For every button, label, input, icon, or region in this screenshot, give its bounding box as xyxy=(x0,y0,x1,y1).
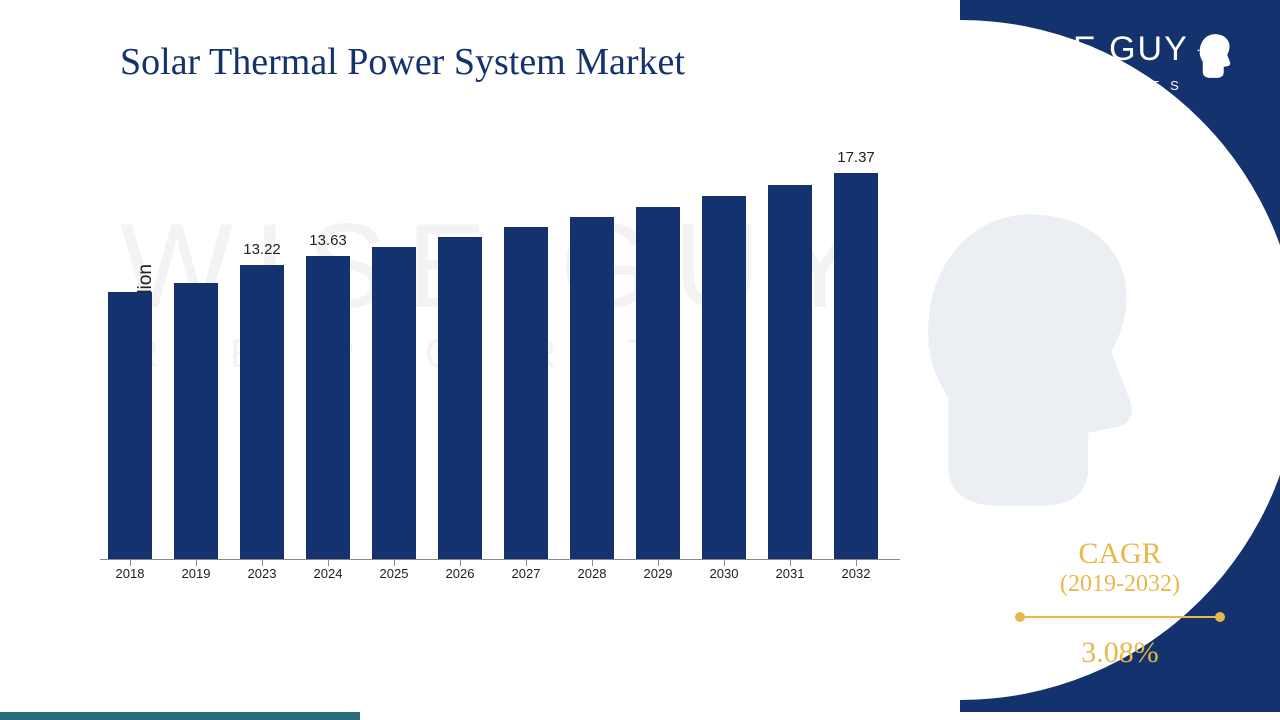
bar-value-label: 17.37 xyxy=(837,149,875,166)
logo-main-text: WISE GUY xyxy=(1003,30,1189,68)
x-tick-label: 2026 xyxy=(446,566,475,581)
x-tick-label: 2031 xyxy=(776,566,805,581)
bar xyxy=(570,217,614,559)
x-tick-label: 2029 xyxy=(644,566,673,581)
bar xyxy=(108,292,152,559)
bar: 17.37 xyxy=(834,173,878,559)
bar xyxy=(702,196,746,559)
chart-container: Market Value in USD Billion 2018201913.2… xyxy=(70,160,900,600)
x-tick-label: 2027 xyxy=(512,566,541,581)
cagr-block: CAGR (2019-2032) 3.08% xyxy=(1000,537,1240,670)
bar xyxy=(438,237,482,559)
cagr-label: CAGR xyxy=(1000,537,1240,571)
bar: 13.63 xyxy=(306,256,350,559)
logo: WISE GUY REPORTS xyxy=(980,30,1260,93)
x-tick-label: 2028 xyxy=(578,566,607,581)
plot-area: 2018201913.22202313.63202420252026202720… xyxy=(100,160,900,560)
bar xyxy=(636,207,680,559)
x-tick-label: 2024 xyxy=(314,566,343,581)
x-tick-label: 2025 xyxy=(380,566,409,581)
cagr-value: 3.08% xyxy=(1000,636,1240,670)
bar-value-label: 13.63 xyxy=(309,232,347,249)
bar xyxy=(768,185,812,559)
bar xyxy=(372,247,416,559)
x-tick-label: 2023 xyxy=(248,566,277,581)
cagr-divider xyxy=(1020,616,1220,618)
x-tick-label: 2032 xyxy=(842,566,871,581)
x-tick-label: 2030 xyxy=(710,566,739,581)
chart-title: Solar Thermal Power System Market xyxy=(120,40,685,84)
cagr-period: (2019-2032) xyxy=(1000,571,1240,598)
bar: 13.22 xyxy=(240,265,284,559)
bar xyxy=(504,227,548,559)
x-tick-label: 2019 xyxy=(182,566,211,581)
logo-head-icon xyxy=(1193,32,1237,80)
bar xyxy=(174,283,218,559)
bottom-strip xyxy=(0,712,360,720)
logo-sub-text: REPORTS xyxy=(980,78,1260,93)
x-tick-label: 2018 xyxy=(116,566,145,581)
bar-value-label: 13.22 xyxy=(243,241,281,258)
